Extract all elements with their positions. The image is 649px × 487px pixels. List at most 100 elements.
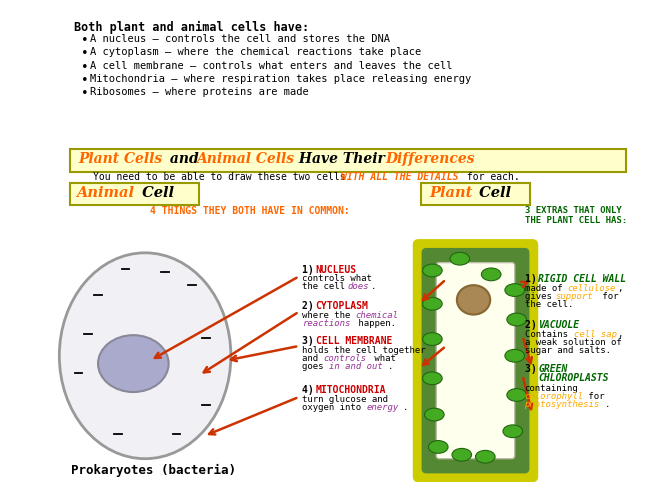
Ellipse shape [422, 372, 442, 385]
Text: Animal: Animal [77, 186, 134, 200]
Ellipse shape [503, 425, 522, 438]
Ellipse shape [476, 450, 495, 463]
Text: Prokaryotes (bacteria): Prokaryotes (bacteria) [71, 464, 236, 477]
Text: and: and [165, 152, 203, 166]
Ellipse shape [450, 252, 470, 265]
Text: RIGID CELL WALL: RIGID CELL WALL [538, 274, 626, 284]
Ellipse shape [482, 268, 501, 281]
Text: •: • [81, 74, 89, 87]
Text: VACUOLE: VACUOLE [538, 320, 580, 331]
Text: goes: goes [302, 362, 329, 371]
FancyBboxPatch shape [422, 248, 530, 473]
Ellipse shape [59, 253, 231, 459]
Text: •: • [81, 87, 89, 100]
Text: MITOCHONDRIA: MITOCHONDRIA [315, 385, 386, 395]
Text: Animal Cells: Animal Cells [196, 152, 294, 166]
Text: Differences: Differences [386, 152, 475, 166]
Text: GREEN: GREEN [538, 364, 568, 374]
Text: NUCLEUS: NUCLEUS [315, 264, 357, 275]
Ellipse shape [422, 333, 442, 345]
Text: cellulose: cellulose [568, 284, 616, 293]
Text: turn glucose and: turn glucose and [302, 395, 388, 404]
Text: CHLOROPLASTS: CHLOROPLASTS [538, 374, 609, 383]
Text: 1): 1) [524, 274, 542, 284]
Text: made of: made of [524, 284, 567, 293]
Text: You need to be able to draw these two cells: You need to be able to draw these two ce… [93, 172, 352, 183]
FancyBboxPatch shape [69, 183, 199, 205]
Text: for each.: for each. [461, 172, 520, 183]
Text: what: what [369, 354, 395, 363]
Text: holds the cell together: holds the cell together [302, 346, 426, 355]
Text: 4): 4) [302, 385, 319, 395]
Text: Mitochondria – where respiration takes place releasing energy: Mitochondria – where respiration takes p… [90, 74, 471, 84]
Text: A nucleus – controls the cell and stores the DNA: A nucleus – controls the cell and stores… [90, 34, 390, 44]
Ellipse shape [505, 349, 524, 362]
Text: CYTOPLASM: CYTOPLASM [315, 301, 369, 311]
Ellipse shape [98, 335, 169, 392]
Text: Plant Cells: Plant Cells [79, 152, 162, 166]
Text: CELL MEMBRANE: CELL MEMBRANE [315, 336, 392, 346]
Text: 4 THINGS THEY BOTH HAVE IN COMMON:: 4 THINGS THEY BOTH HAVE IN COMMON: [150, 206, 350, 216]
FancyBboxPatch shape [436, 262, 515, 459]
Text: chemical: chemical [355, 311, 398, 319]
Text: energy: energy [367, 403, 399, 412]
Text: Cell: Cell [474, 186, 511, 200]
Ellipse shape [457, 285, 490, 315]
FancyBboxPatch shape [69, 149, 626, 172]
Text: sugar and salts.: sugar and salts. [524, 346, 611, 355]
Text: oxygen into: oxygen into [302, 403, 367, 412]
Text: happen.: happen. [353, 318, 396, 327]
Text: 3): 3) [524, 364, 542, 374]
Ellipse shape [424, 408, 444, 421]
Text: the cell: the cell [302, 282, 350, 291]
Text: .: . [605, 400, 610, 409]
Text: cell sap: cell sap [574, 330, 617, 339]
Text: where the: where the [302, 311, 356, 319]
Text: A cytoplasm – where the chemical reactions take place: A cytoplasm – where the chemical reactio… [90, 47, 421, 57]
Text: photosynthesis: photosynthesis [524, 400, 600, 409]
Text: 1): 1) [302, 264, 319, 275]
Text: in and out: in and out [330, 362, 383, 371]
Text: Both plant and animal cells have:: Both plant and animal cells have: [73, 20, 309, 34]
Text: reactions: reactions [302, 318, 350, 327]
Text: does: does [347, 282, 369, 291]
Text: containing: containing [524, 384, 578, 393]
Text: chlorophyll: chlorophyll [524, 392, 583, 401]
Text: .: . [371, 282, 376, 291]
FancyBboxPatch shape [421, 183, 530, 205]
Text: gives: gives [524, 292, 557, 301]
Text: the cell.: the cell. [524, 300, 573, 309]
Text: 2): 2) [524, 320, 542, 331]
Text: .: . [403, 403, 408, 412]
FancyBboxPatch shape [413, 239, 538, 482]
Text: controls what: controls what [302, 274, 372, 283]
Text: for: for [597, 292, 618, 301]
Text: WITH ALL THE DETAILS: WITH ALL THE DETAILS [341, 172, 459, 183]
Text: ,: , [618, 284, 623, 293]
Text: A cell membrane – controls what enters and leaves the cell: A cell membrane – controls what enters a… [90, 61, 453, 71]
Text: 3): 3) [302, 336, 319, 346]
Ellipse shape [507, 389, 526, 401]
Text: Have Their: Have Their [294, 152, 390, 166]
Text: •: • [81, 34, 89, 47]
Text: controls: controls [324, 354, 367, 363]
Text: and: and [302, 354, 323, 363]
Text: •: • [81, 61, 89, 74]
Text: for: for [583, 392, 605, 401]
Ellipse shape [505, 284, 524, 297]
Text: Ribosomes – where proteins are made: Ribosomes – where proteins are made [90, 87, 309, 97]
Text: .: . [388, 362, 393, 371]
Text: a weak solution of: a weak solution of [524, 338, 621, 347]
Text: support: support [556, 292, 593, 301]
Ellipse shape [452, 449, 472, 461]
Text: Contains: Contains [524, 330, 573, 339]
Text: •: • [81, 47, 89, 60]
Ellipse shape [507, 313, 526, 326]
Text: 2): 2) [302, 301, 319, 311]
Text: Plant: Plant [430, 186, 472, 200]
Text: Cell: Cell [137, 186, 174, 200]
Ellipse shape [428, 441, 448, 453]
Text: ,: , [618, 330, 623, 339]
Text: 3 EXTRAS THAT ONLY
THE PLANT CELL HAS:: 3 EXTRAS THAT ONLY THE PLANT CELL HAS: [524, 206, 627, 225]
Ellipse shape [422, 264, 442, 277]
